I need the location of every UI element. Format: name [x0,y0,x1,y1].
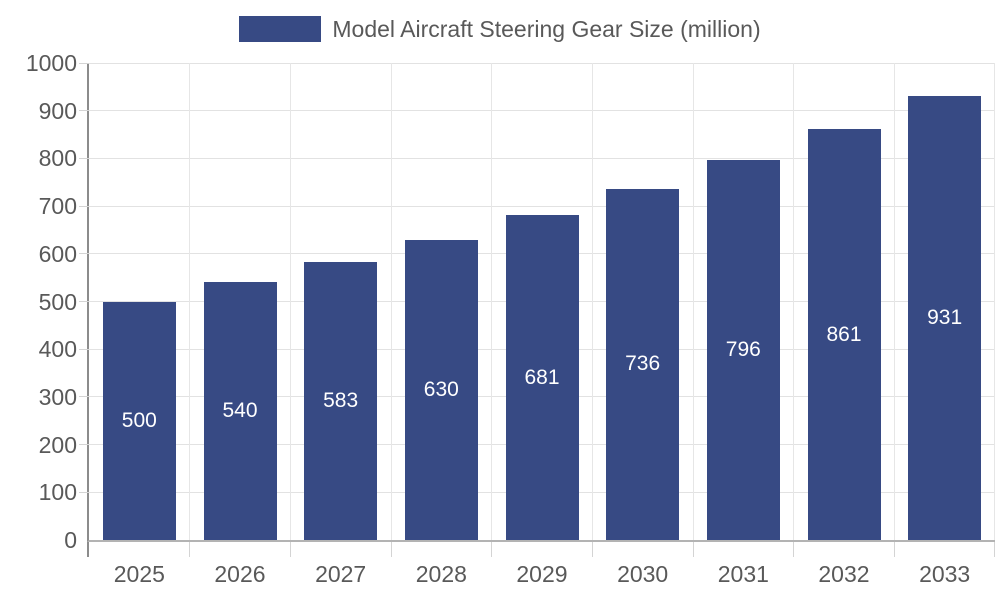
y-axis-label: 100 [38,479,77,506]
x-axis-tick [390,542,392,557]
bar-value-label: 540 [222,399,258,423]
y-axis-label: 700 [38,193,77,220]
y-axis-tick [79,110,89,112]
y-gridline [89,157,995,159]
bar-value-label: 630 [423,377,459,401]
bar-2033[interactable]: 931 [908,95,982,540]
bar-2031[interactable]: 796 [706,160,780,540]
legend-label: Model Aircraft Steering Gear Size (milli… [332,16,761,42]
bar-2032[interactable]: 861 [807,129,881,540]
x-axis-tick [692,542,694,557]
x-gridline [793,63,795,540]
y-axis-label: 600 [38,240,77,267]
y-axis-label: 800 [38,145,77,172]
y-axis-tick [79,62,89,64]
y-axis-label: 0 [64,527,77,553]
x-axis-tick [893,542,895,557]
y-axis-label: 200 [38,431,77,458]
x-gridline [591,63,593,540]
x-axis-tick [491,542,493,557]
x-axis-tick [793,542,795,557]
x-axis-label: 2027 [315,561,367,587]
bar-value-label: 931 [927,305,963,329]
x-axis-label: 2030 [617,561,669,587]
legend-swatch [239,16,322,42]
y-axis-tick [79,491,89,493]
y-axis-label: 300 [38,383,77,410]
x-gridline [692,63,694,540]
y-axis-tick [79,253,89,255]
y-axis-label: 400 [38,336,77,363]
x-axis-label: 2031 [717,561,769,587]
bar-value-label: 796 [725,338,761,362]
x-gridline [189,63,191,540]
x-axis-label: 2028 [415,561,467,587]
chart-legend[interactable]: Model Aircraft Steering Gear Size (milli… [0,16,1000,42]
x-gridline [289,63,291,540]
x-gridline [994,63,995,540]
x-axis-tick [87,542,89,557]
x-axis-tick [994,542,995,557]
x-axis-tick [591,542,593,557]
y-axis-tick [79,205,89,207]
y-axis-tick [79,396,89,398]
y-axis-tick [79,301,89,302]
bar-2026[interactable]: 540 [203,282,277,540]
plot-area: 0 100 200 300 400 500 600 700 800 900 1000 500 2025 5… [26,50,995,587]
y-axis-label: 500 [38,288,77,315]
x-axis-label: 2026 [214,561,266,587]
bar-2029[interactable]: 681 [505,215,579,540]
x-axis-label: 2029 [516,561,568,587]
bar-value-label: 681 [524,365,560,389]
y-gridline [89,110,995,112]
bar-2028[interactable]: 630 [404,239,478,540]
y-axis-label: 900 [38,97,77,124]
x-axis-tick [289,542,291,557]
y-axis-tick [79,157,89,159]
y-gridline [89,205,995,207]
y-gridline [89,62,995,64]
bar-2030[interactable]: 736 [606,188,680,540]
y-axis-tick [79,348,89,350]
bar-2027[interactable]: 583 [304,261,378,540]
x-gridline [390,63,392,540]
x-gridline [893,63,895,540]
x-gridline [491,63,493,540]
bar-value-label: 861 [826,322,862,346]
x-axis-label: 2025 [113,561,165,587]
bar-value-label: 736 [625,352,661,376]
x-axis-tick [189,542,191,557]
x-axis-label: 2033 [919,561,971,587]
bar-2025[interactable]: 500 [102,301,176,540]
x-axis-label: 2032 [818,561,870,587]
y-axis-label: 1000 [25,50,77,76]
y-axis-tick [79,444,89,446]
bar-value-label: 500 [121,408,157,432]
bar-value-label: 583 [323,388,359,412]
